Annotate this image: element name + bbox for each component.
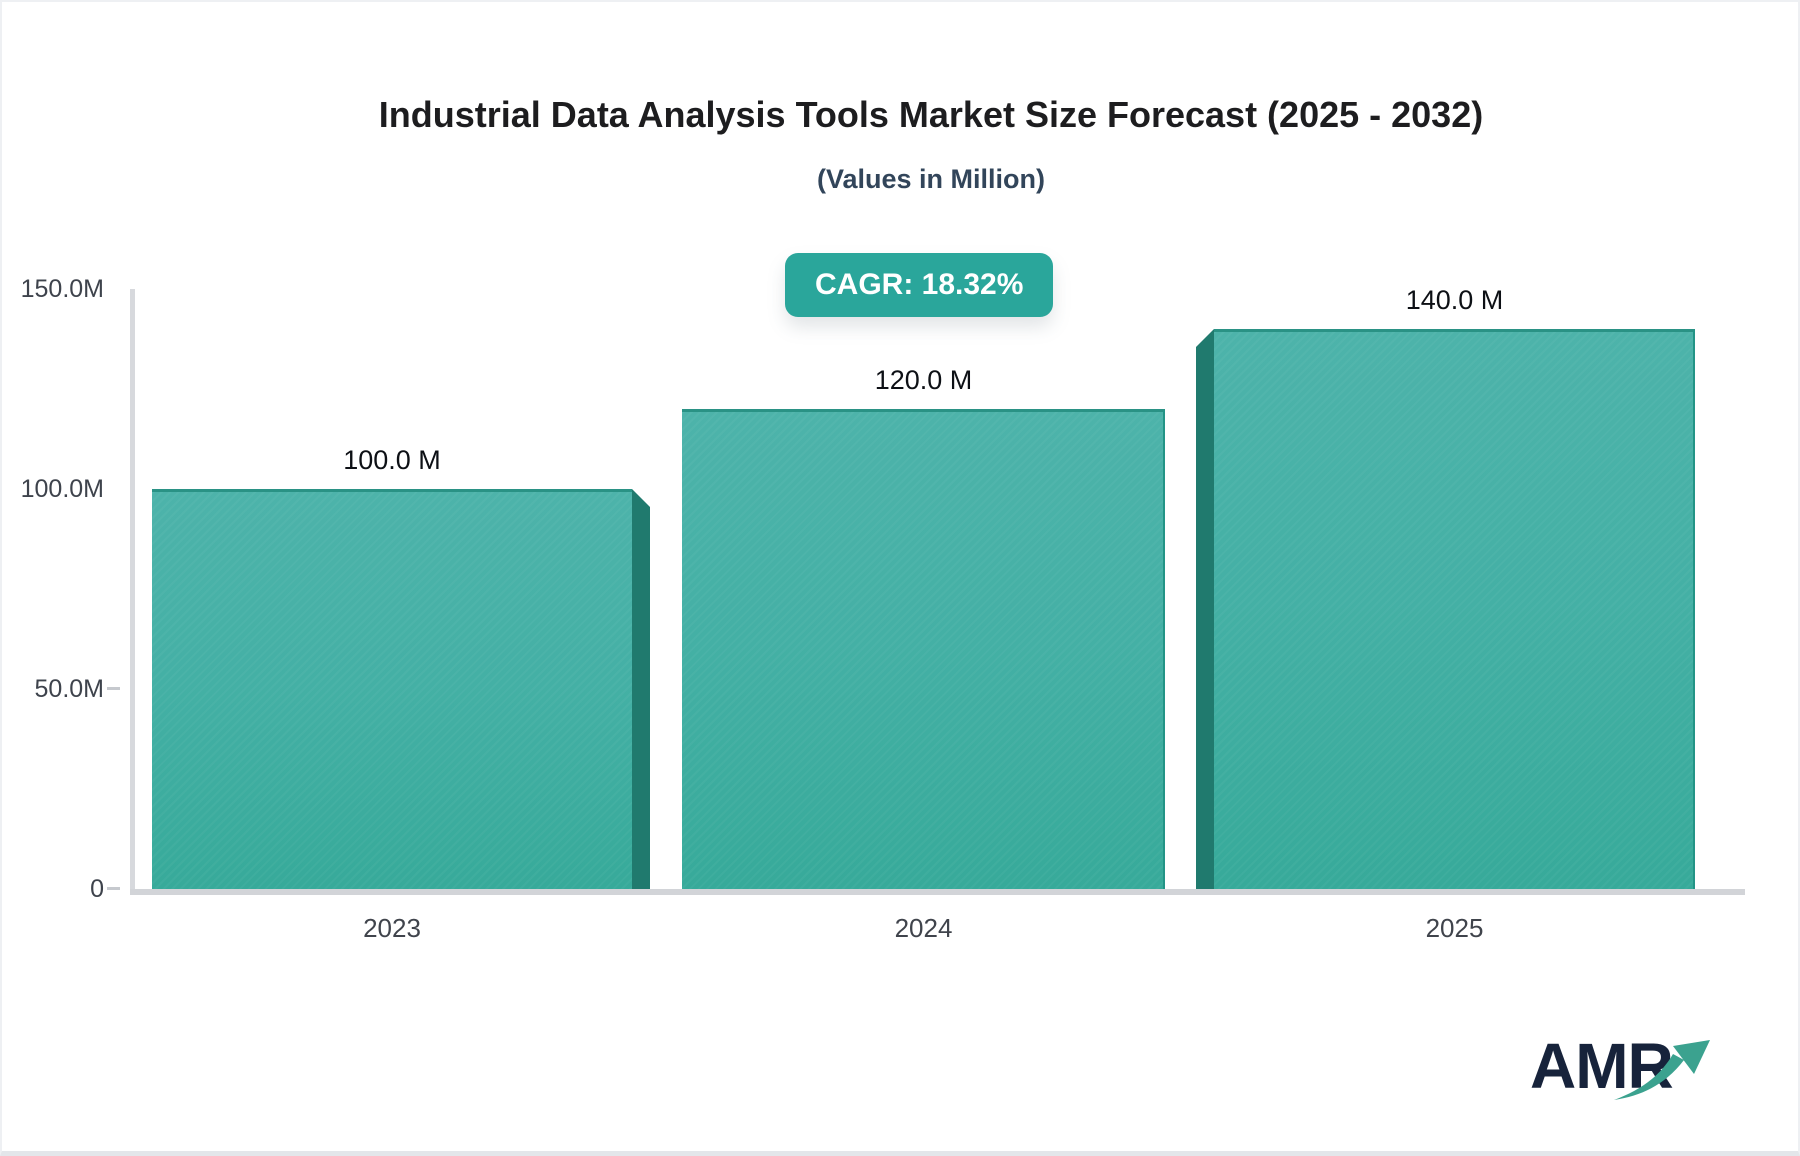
bar-2023 bbox=[152, 489, 632, 889]
x-axis-line bbox=[130, 889, 1745, 895]
x-tick-label: 2024 bbox=[894, 913, 953, 943]
bar-2025 bbox=[1214, 329, 1695, 889]
bar-2024 bbox=[682, 409, 1165, 889]
y-tick-label: 100.0M bbox=[20, 475, 104, 503]
amr-logo: AMR bbox=[1530, 1028, 1740, 1120]
y-tick-label: 150.0M bbox=[20, 275, 104, 303]
bar-side-3d bbox=[632, 489, 650, 889]
bar-value-label: 140.0 M bbox=[1405, 285, 1504, 315]
x-tick-label: 2023 bbox=[363, 913, 421, 943]
cagr-badge: CAGR: 18.32% bbox=[785, 253, 1054, 317]
y-axis-line bbox=[130, 289, 135, 895]
bar-value-label: 120.0 M bbox=[874, 365, 973, 395]
y-tick-mark bbox=[107, 887, 120, 890]
chart-subtitle: (Values in Million) bbox=[816, 164, 1046, 194]
x-tick-label: 2025 bbox=[1425, 913, 1484, 943]
y-tick-label: 50.0M bbox=[34, 675, 104, 703]
bar-side-3d bbox=[1196, 329, 1214, 889]
growth-arrow-icon bbox=[1614, 1040, 1710, 1100]
chart-title: Industrial Data Analysis Tools Market Si… bbox=[378, 94, 1484, 135]
bar-value-label: 100.0 M bbox=[343, 445, 441, 475]
amr-logo-text: AMR bbox=[1530, 1030, 1674, 1102]
y-tick-mark bbox=[107, 687, 120, 690]
y-tick-label: 0 bbox=[90, 875, 104, 903]
